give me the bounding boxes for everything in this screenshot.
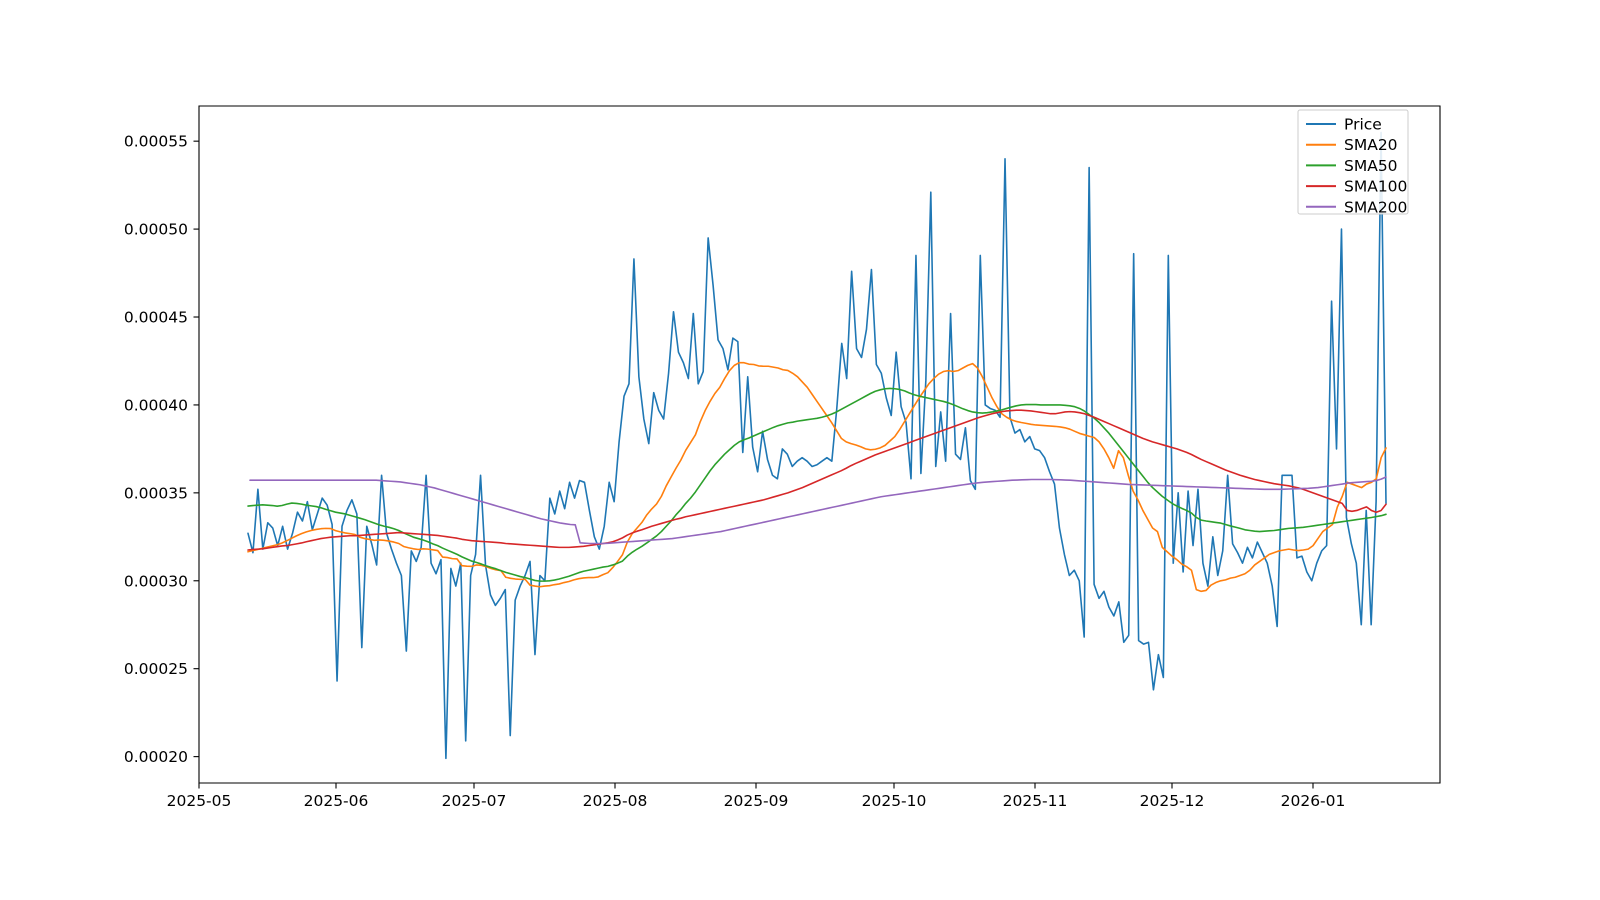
legend-label-sma200[interactable]: SMA200 [1344, 198, 1407, 216]
x-tick-label: 2025-05 [167, 792, 232, 810]
y-tick-label: 0.00040 [124, 396, 188, 414]
series-line-price[interactable] [247, 131, 1387, 760]
legend[interactable]: Price SMA20 SMA50 SMA100 SMA200 [1297, 109, 1409, 216]
y-tick-label: 0.00055 [124, 133, 188, 151]
legend-label-sma100[interactable]: SMA100 [1344, 178, 1407, 196]
x-tick-label: 2025-09 [724, 792, 789, 810]
x-tick-label: 2025-11 [1003, 792, 1068, 810]
y-tick-label: 0.00025 [124, 660, 188, 678]
legend-label-price[interactable]: Price [1344, 116, 1382, 134]
x-tick-label: 2025-06 [304, 792, 369, 810]
x-tick-label: 2026-01 [1281, 792, 1346, 810]
y-tick-label: 0.00030 [124, 572, 188, 590]
legend-frame [1297, 109, 1409, 215]
series-line-sma50[interactable] [247, 387, 1387, 582]
y-tick-label: 0.00050 [124, 221, 188, 239]
tick-group: 0.00020 0.00025 0.00030 0.00035 0.00040 0.000… [124, 133, 1345, 810]
x-tick-label: 2025-10 [862, 792, 927, 810]
legend-label-sma20[interactable]: SMA20 [1344, 136, 1398, 154]
series-line-sma100[interactable] [247, 409, 1387, 551]
axes-frame [198, 105, 1441, 784]
axes-group [198, 105, 1441, 784]
y-tick-label: 0.00045 [124, 309, 188, 327]
x-tick-label: 2025-07 [442, 792, 507, 810]
y-tick-label: 0.00035 [124, 484, 188, 502]
x-tick-label: 2025-08 [583, 792, 648, 810]
x-tick-label: 2025-12 [1140, 792, 1205, 810]
legend-label-sma50[interactable]: SMA50 [1344, 157, 1398, 175]
series-group [247, 131, 1387, 760]
y-tick-label: 0.00020 [124, 748, 188, 766]
series-line-sma20[interactable] [247, 361, 1387, 593]
series-line-sma200[interactable] [249, 476, 1387, 545]
